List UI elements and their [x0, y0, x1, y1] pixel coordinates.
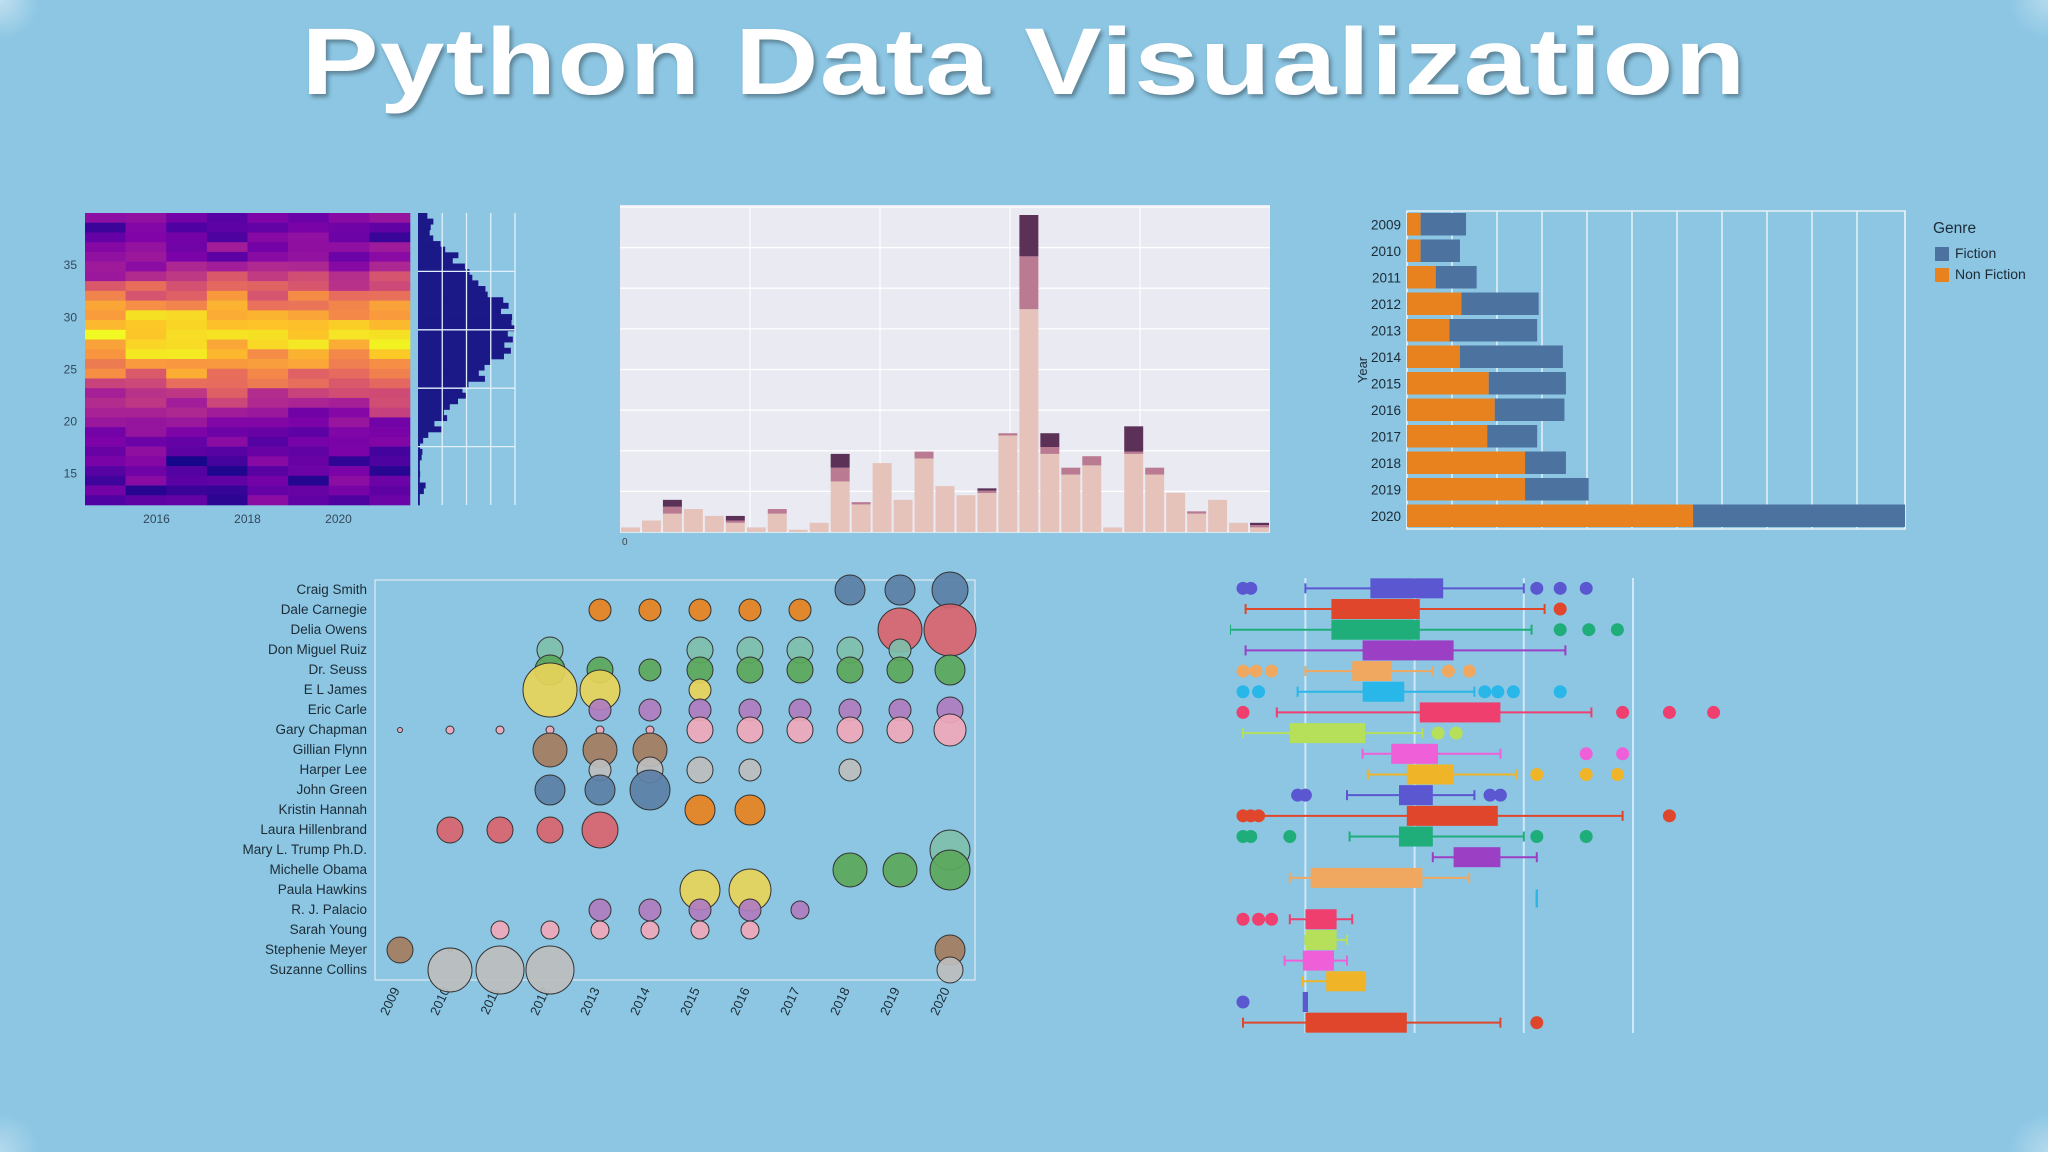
svg-text:15: 15: [64, 467, 78, 481]
svg-text:John Green: John Green: [296, 782, 367, 797]
svg-text:2017: 2017: [777, 985, 803, 1018]
svg-text:E L James: E L James: [304, 682, 368, 697]
svg-text:2020: 2020: [927, 985, 953, 1018]
svg-text:Craig Smith: Craig Smith: [296, 582, 367, 597]
svg-text:Mary L. Trump Ph.D.: Mary L. Trump Ph.D.: [242, 842, 367, 857]
svg-text:Dale Carnegie: Dale Carnegie: [281, 602, 367, 617]
svg-text:Dr. Seuss: Dr. Seuss: [308, 662, 367, 677]
svg-text:Genre: Genre: [1933, 220, 1976, 237]
svg-text:2020: 2020: [325, 512, 352, 526]
svg-text:2018: 2018: [827, 985, 853, 1018]
svg-text:0: 0: [622, 537, 628, 548]
svg-text:R. J. Palacio: R. J. Palacio: [291, 902, 367, 917]
svg-text:2015: 2015: [1371, 376, 1401, 391]
svg-text:25: 25: [64, 362, 78, 376]
svg-text:Kristin Hannah: Kristin Hannah: [278, 802, 367, 817]
svg-text:20: 20: [64, 415, 78, 429]
svg-text:Stephenie Meyer: Stephenie Meyer: [265, 942, 368, 957]
svg-text:2009: 2009: [1371, 217, 1401, 232]
svg-text:2016: 2016: [143, 512, 170, 526]
svg-text:30: 30: [64, 310, 78, 324]
svg-text:Fiction: Fiction: [1955, 245, 1996, 261]
svg-text:2013: 2013: [577, 985, 603, 1018]
svg-text:2011: 2011: [1372, 270, 1401, 285]
svg-text:2014: 2014: [1371, 350, 1402, 365]
svg-text:Harper Lee: Harper Lee: [299, 762, 367, 777]
svg-text:Suzanne Collins: Suzanne Collins: [269, 962, 367, 977]
svg-text:2014: 2014: [627, 985, 653, 1018]
svg-text:2019: 2019: [1371, 482, 1401, 497]
svg-text:Eric Carle: Eric Carle: [308, 702, 367, 717]
svg-text:2016: 2016: [727, 985, 753, 1018]
svg-text:Gary Chapman: Gary Chapman: [275, 722, 367, 737]
svg-text:Sarah Young: Sarah Young: [290, 922, 367, 937]
svg-text:Year: Year: [1355, 356, 1370, 383]
svg-text:Laura Hillenbrand: Laura Hillenbrand: [260, 822, 367, 837]
svg-text:Don Miguel Ruiz: Don Miguel Ruiz: [268, 642, 367, 657]
svg-text:2018: 2018: [1371, 456, 1401, 471]
svg-text:2020: 2020: [1371, 509, 1401, 524]
svg-text:Non Fiction: Non Fiction: [1955, 266, 2026, 282]
svg-text:Delia Owens: Delia Owens: [290, 622, 367, 637]
svg-text:2019: 2019: [877, 985, 903, 1018]
svg-text:35: 35: [64, 258, 78, 272]
svg-text:2013: 2013: [1371, 323, 1401, 338]
svg-text:Gillian Flynn: Gillian Flynn: [293, 742, 367, 757]
svg-text:2016: 2016: [1371, 403, 1401, 418]
svg-text:2015: 2015: [677, 985, 703, 1018]
svg-text:2010: 2010: [1371, 244, 1401, 259]
svg-text:2012: 2012: [1371, 297, 1401, 312]
svg-text:2017: 2017: [1371, 429, 1401, 444]
svg-text:Michelle Obama: Michelle Obama: [269, 862, 367, 877]
svg-text:Paula Hawkins: Paula Hawkins: [278, 882, 368, 897]
svg-text:2009: 2009: [377, 985, 403, 1018]
svg-text:2018: 2018: [234, 512, 261, 526]
